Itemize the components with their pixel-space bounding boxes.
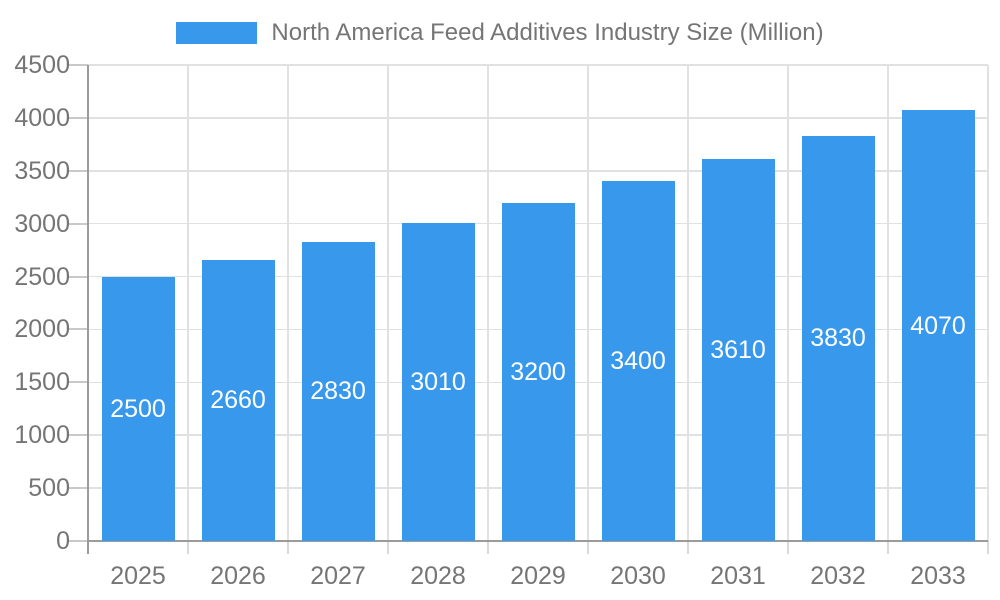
y-tick — [68, 487, 88, 490]
y-axis-label: 0 — [56, 527, 70, 555]
y-axis-label: 2000 — [14, 315, 70, 344]
y-axis-label: 2500 — [14, 262, 70, 291]
x-tick — [187, 541, 189, 554]
y-tick — [68, 540, 88, 542]
x-axis-label: 2028 — [410, 562, 466, 590]
bar[interactable] — [201, 259, 275, 541]
y-axis-label: 500 — [28, 474, 70, 503]
h-gridline — [88, 64, 988, 66]
y-axis-label: 4000 — [14, 103, 70, 132]
x-tick — [287, 541, 289, 554]
y-tick — [68, 381, 88, 384]
y-tick — [68, 169, 88, 172]
bar-value-label: 2660 — [210, 386, 266, 415]
bar-value-label: 2830 — [310, 377, 366, 406]
y-axis-label: 1500 — [14, 368, 70, 397]
x-tick — [987, 541, 989, 554]
x-axis-label: 2029 — [510, 562, 566, 590]
x-axis-line — [88, 540, 988, 542]
bar[interactable] — [701, 159, 775, 541]
v-gridline — [887, 65, 889, 541]
v-gridline — [687, 65, 689, 541]
y-tick — [68, 64, 88, 66]
y-tick — [68, 222, 88, 225]
y-tick — [68, 116, 88, 119]
x-tick — [587, 541, 589, 554]
v-gridline — [787, 65, 789, 541]
x-axis-label: 2032 — [810, 562, 866, 590]
bar-value-label: 3610 — [710, 336, 766, 365]
bar[interactable] — [101, 276, 175, 541]
bar[interactable] — [501, 202, 575, 541]
y-tick — [68, 275, 88, 278]
x-axis-label: 2031 — [710, 562, 766, 590]
legend-swatch-icon — [176, 22, 258, 44]
y-tick — [68, 434, 88, 437]
v-gridline — [387, 65, 389, 541]
v-gridline — [587, 65, 589, 541]
y-axis-label: 3500 — [14, 156, 70, 185]
y-axis-label: 4500 — [14, 51, 70, 79]
h-gridline — [88, 170, 988, 172]
bar-value-label: 2500 — [110, 394, 166, 423]
bar[interactable] — [801, 135, 875, 541]
bar-value-label: 4070 — [910, 311, 966, 340]
x-tick — [687, 541, 689, 554]
x-axis-label: 2025 — [110, 562, 166, 590]
bar-value-label: 3830 — [810, 324, 866, 353]
bar[interactable] — [901, 110, 975, 541]
bar[interactable] — [301, 241, 375, 541]
v-gridline — [287, 65, 289, 541]
x-axis-label: 2030 — [610, 562, 666, 590]
legend-label: North America Feed Additives Industry Si… — [271, 19, 824, 46]
x-tick — [387, 541, 389, 554]
v-gridline — [187, 65, 189, 541]
bar-value-label: 3200 — [510, 357, 566, 386]
x-axis-label: 2026 — [210, 562, 266, 590]
x-axis-label: 2027 — [310, 562, 366, 590]
y-axis-label: 3000 — [14, 209, 70, 238]
y-axis-line — [87, 65, 89, 554]
v-gridline — [487, 65, 489, 541]
y-axis-label: 1000 — [14, 421, 70, 450]
bar[interactable] — [601, 181, 675, 541]
bar-value-label: 3010 — [410, 367, 466, 396]
x-tick — [487, 541, 489, 554]
y-tick — [68, 328, 88, 331]
bar[interactable] — [401, 222, 475, 541]
h-gridline — [88, 117, 988, 119]
x-axis-label: 2033 — [910, 562, 966, 590]
v-gridline — [987, 65, 989, 541]
bar-value-label: 3400 — [610, 347, 666, 376]
x-tick — [787, 541, 789, 554]
legend-item[interactable]: North America Feed Additives Industry Si… — [0, 12, 1000, 54]
x-tick — [887, 541, 889, 554]
